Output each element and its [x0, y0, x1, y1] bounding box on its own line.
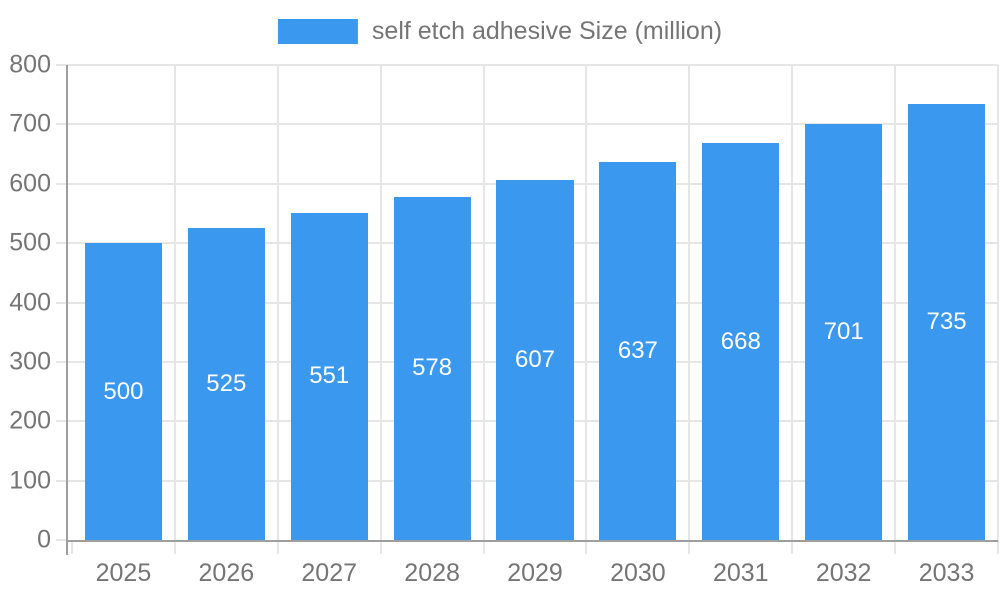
x-tick-label: 2031 [712, 559, 769, 587]
x-tick-label: 2026 [198, 559, 255, 587]
bar [805, 123, 883, 540]
bar [599, 161, 677, 540]
x-gridline [688, 65, 691, 540]
x-gridline [276, 65, 279, 540]
y-tick-label: 100 [9, 466, 51, 495]
x-tick-label: 2029 [507, 559, 563, 587]
bar-value-label: 668 [720, 327, 761, 355]
x-axis-tick [585, 540, 588, 554]
bar-value-label: 578 [412, 354, 453, 382]
y-axis-tick [56, 242, 67, 245]
bar [393, 196, 471, 540]
x-tick-label: 2032 [815, 559, 872, 587]
x-gridline [379, 65, 382, 540]
bar-value-label: 551 [309, 362, 350, 390]
bar-value-label: 607 [514, 345, 556, 373]
bar [290, 212, 368, 540]
y-axis-tick [56, 479, 67, 482]
x-axis-tick [997, 540, 999, 554]
bar [84, 243, 163, 540]
y-tick-label: 600 [9, 169, 51, 198]
x-gridline [997, 65, 999, 540]
x-gridline [894, 65, 897, 540]
y-tick-label: 200 [9, 406, 51, 435]
chart-legend: self etch adhesive Size (million) [277, 17, 723, 46]
x-axis-tick [276, 540, 279, 554]
y-axis-tick [56, 301, 67, 304]
x-axis-tick [379, 540, 382, 554]
x-tick-label: 2030 [610, 559, 666, 587]
x-axis-tick [791, 540, 794, 554]
bar-value-label: 735 [926, 307, 967, 335]
x-tick-label: 2027 [301, 559, 358, 587]
y-gridline [67, 64, 998, 66]
y-axis-tick [56, 123, 67, 126]
x-axis-tick [71, 540, 73, 554]
bar [907, 103, 986, 540]
x-axis-tick [482, 540, 485, 554]
x-tick-label: 2033 [918, 559, 975, 587]
y-tick-label: 400 [9, 288, 51, 316]
x-axis-tick [688, 540, 691, 554]
bar-value-label: 637 [617, 336, 658, 364]
legend-label: self etch adhesive Size (million) [371, 17, 723, 45]
y-tick-label: 300 [9, 347, 51, 376]
x-gridline [482, 65, 485, 540]
y-axis-line [66, 65, 68, 555]
y-axis-tick [56, 420, 67, 423]
bar-value-label: 525 [206, 370, 247, 398]
x-gridline [173, 65, 176, 540]
bar-value-label: 701 [823, 317, 864, 345]
y-axis-tick [56, 360, 67, 363]
bar-value-label: 500 [103, 377, 144, 405]
y-axis-tick [56, 182, 67, 185]
y-axis-tick [56, 64, 67, 66]
y-tick-label: 700 [9, 109, 51, 138]
x-axis-tick [894, 540, 897, 554]
legend-swatch [277, 19, 358, 44]
bar [496, 179, 574, 540]
y-axis-tick [56, 539, 67, 541]
bar [702, 143, 780, 540]
y-tick-label: 500 [9, 228, 51, 257]
x-gridline [585, 65, 588, 540]
x-axis-tick [173, 540, 176, 554]
y-tick-label: 800 [9, 50, 51, 79]
y-gridline [67, 123, 998, 126]
x-tick-label: 2028 [404, 559, 460, 587]
x-axis-line [67, 540, 998, 542]
y-tick-label: 0 [37, 525, 51, 554]
x-gridline [791, 65, 794, 540]
x-tick-label: 2025 [95, 559, 152, 587]
bar [187, 228, 265, 540]
